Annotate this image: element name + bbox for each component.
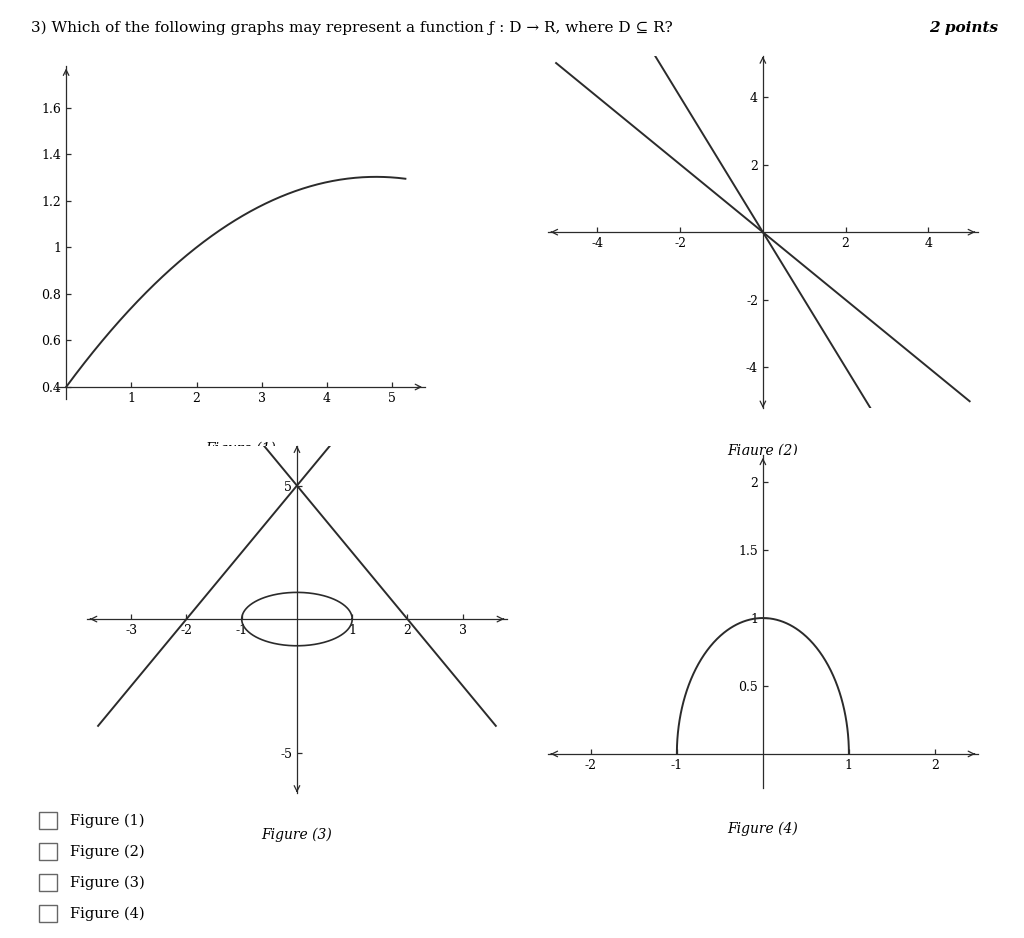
Text: Figure (3): Figure (3) <box>261 827 333 841</box>
Text: 3) Which of the following graphs may represent a function ƒ : D → R, where D ⊆ R: 3) Which of the following graphs may rep… <box>31 21 673 35</box>
Text: Figure (3): Figure (3) <box>70 875 144 890</box>
Text: 2 points: 2 points <box>929 21 998 35</box>
Text: Figure (2): Figure (2) <box>727 444 799 458</box>
Text: Figure (1): Figure (1) <box>70 813 144 828</box>
Text: Figure (2): Figure (2) <box>70 844 144 859</box>
Text: Figure (4): Figure (4) <box>70 906 144 921</box>
Text: Figure (4): Figure (4) <box>727 822 799 836</box>
Text: Figure (1): Figure (1) <box>205 442 276 456</box>
